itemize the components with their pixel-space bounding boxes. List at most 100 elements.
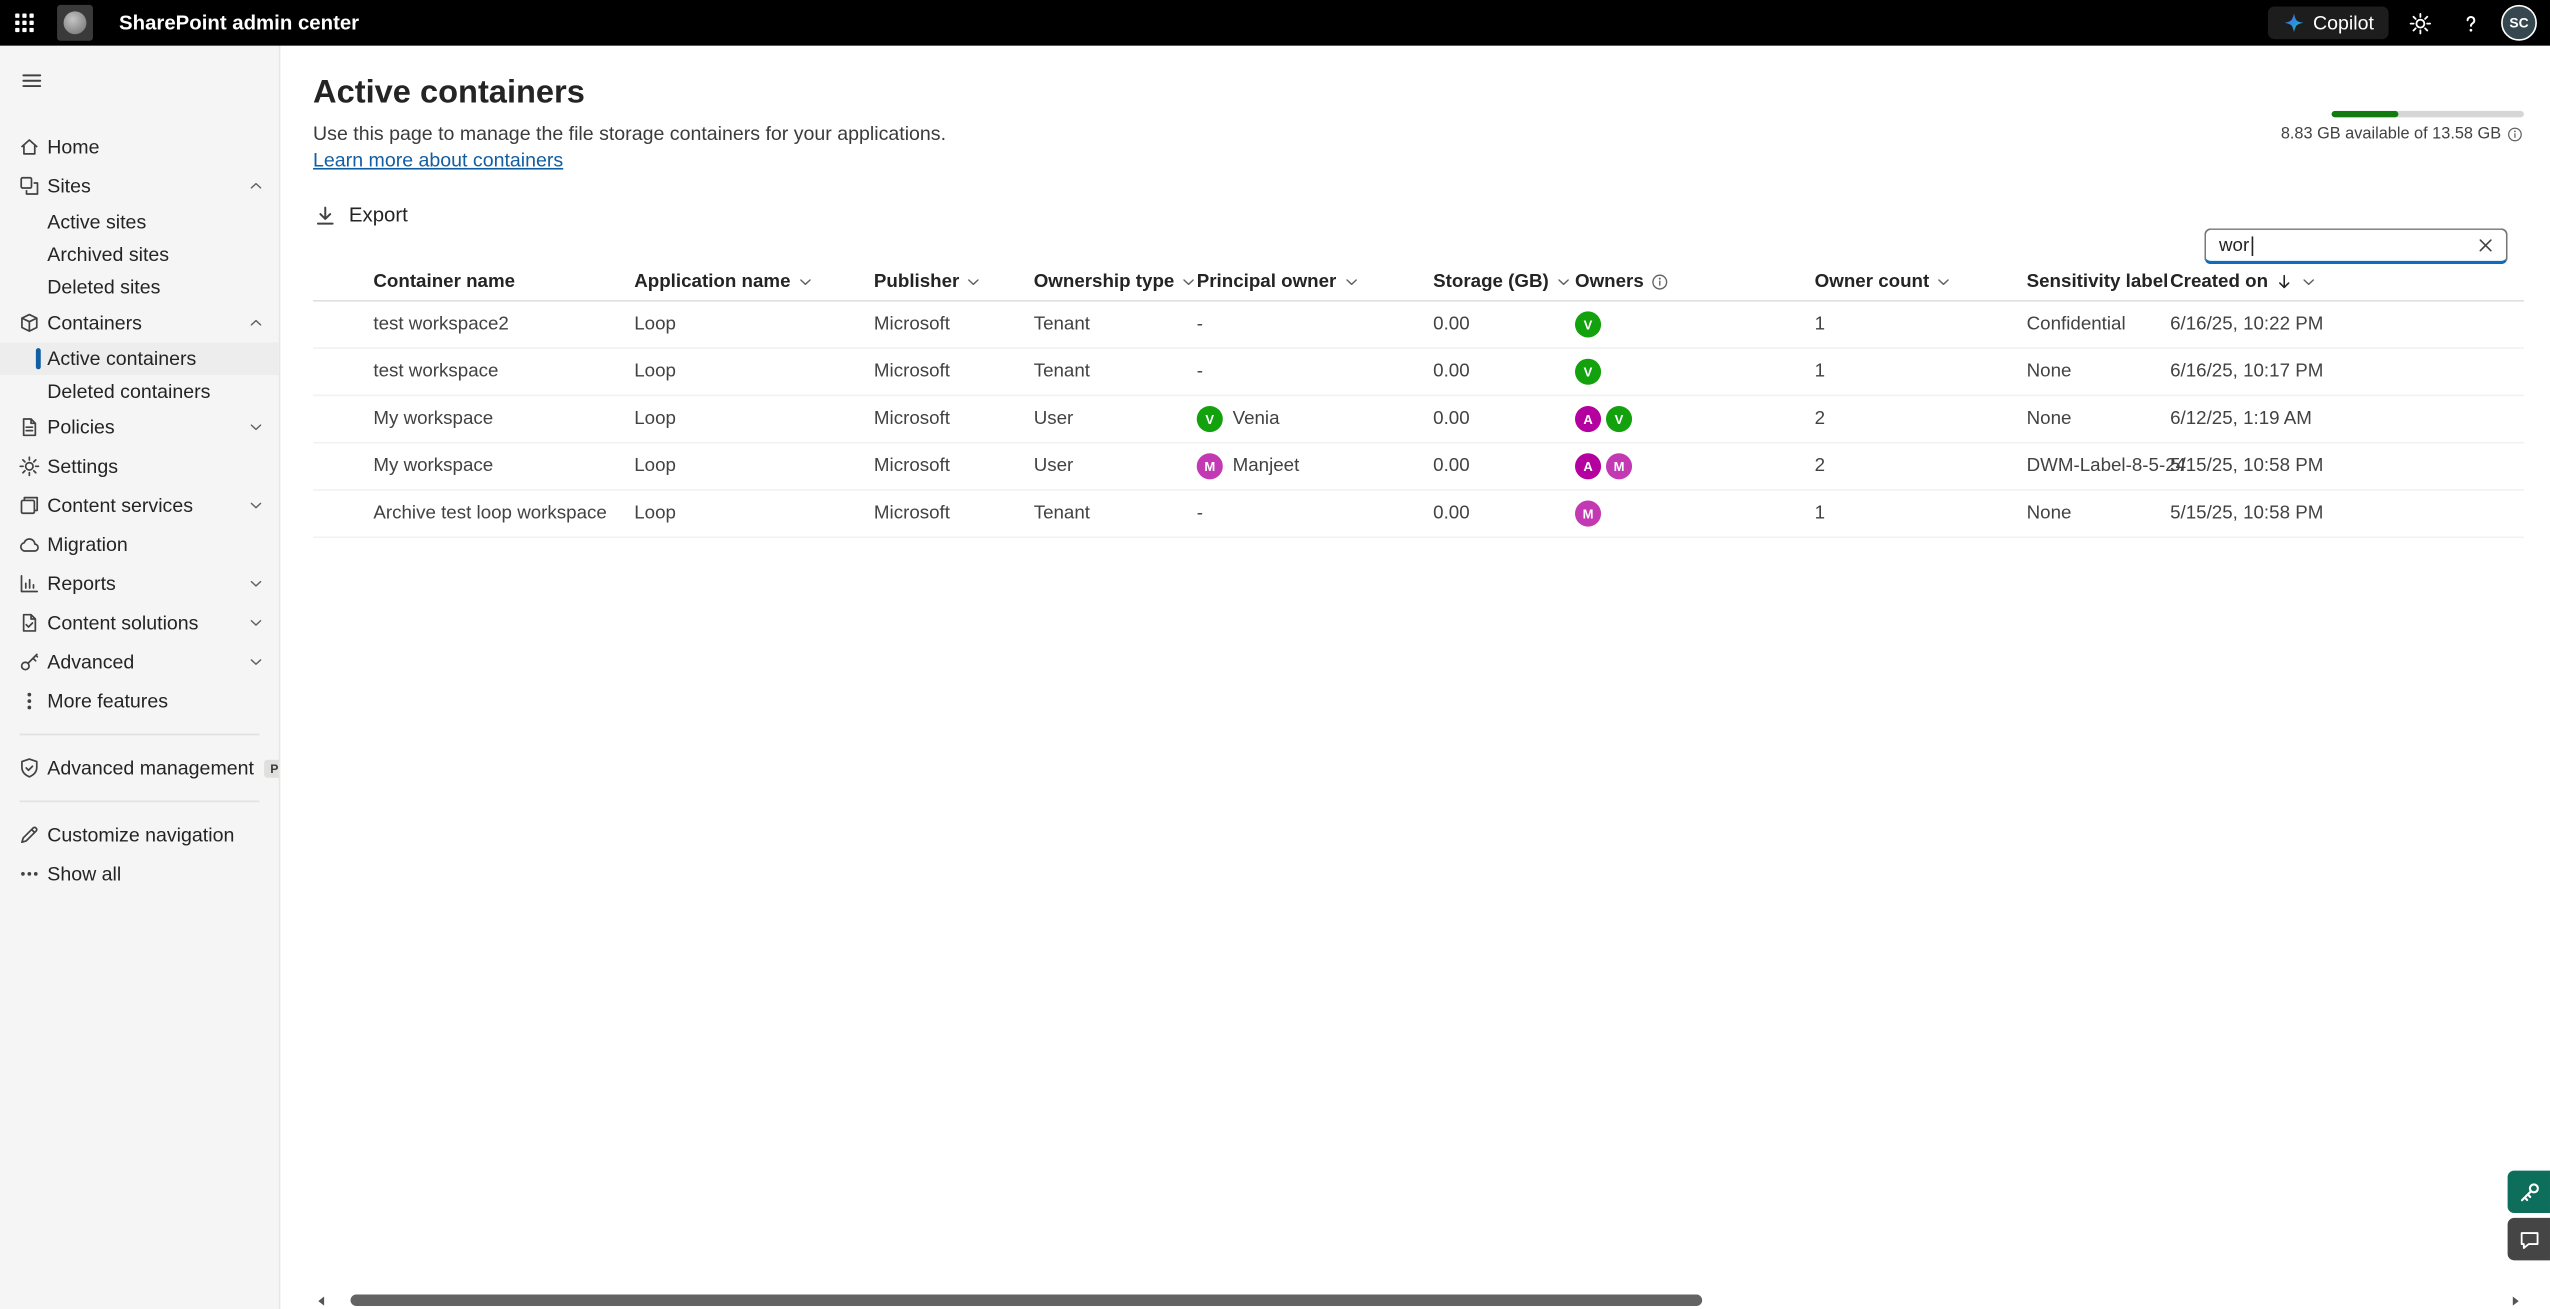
column-label: Principal owner: [1196, 271, 1337, 292]
page-title: Active containers: [313, 74, 585, 111]
key-icon: [2517, 1180, 2541, 1204]
column-header-ownership-type[interactable]: Ownership type: [1034, 271, 1197, 291]
column-header-sensitivity-label[interactable]: Sensitivity label: [2027, 271, 2170, 291]
password-manager-button[interactable]: [2507, 1170, 2550, 1214]
search-box[interactable]: wor: [2204, 228, 2508, 265]
waffle-icon: [13, 11, 36, 34]
column-header-owners[interactable]: Owners: [1575, 271, 1815, 291]
help-button[interactable]: [2451, 3, 2490, 42]
sidebar-item-more-features[interactable]: More features: [0, 682, 279, 721]
storage-info-icon[interactable]: [2506, 126, 2524, 144]
chevron-up-icon: [248, 315, 264, 331]
sidebar-item-customize-navigation[interactable]: Customize navigation: [0, 815, 279, 854]
cell-application-name: Loop: [634, 361, 676, 382]
column-header-owner-count[interactable]: Owner count: [1815, 271, 2027, 291]
avatar-m: M: [1196, 453, 1223, 480]
sidebar-item-home[interactable]: Home: [0, 127, 279, 166]
cell-owner-count: 2: [1814, 409, 1826, 429]
avatar-a: A: [1574, 453, 1602, 480]
column-menu-chevron-icon: [966, 273, 982, 289]
clear-search-icon[interactable]: [2475, 235, 2496, 256]
scroll-right-arrow[interactable]: [2508, 1294, 2524, 1307]
scroll-left-arrow[interactable]: [313, 1294, 329, 1307]
cell-storage-gb: 0.00: [1433, 314, 1470, 335]
table-row[interactable]: Archive test loop workspace Loop Microsoft…: [313, 491, 2524, 539]
cell-sensitivity-label: None: [2026, 361, 2072, 382]
export-button[interactable]: Export: [313, 203, 408, 227]
column-label: Application name: [634, 271, 791, 292]
column-label: Owners: [1574, 271, 1644, 292]
table-row[interactable]: My workspace Loop Microsoft User M Manjeet 0.0…: [313, 443, 2524, 491]
app-title: SharePoint admin center: [119, 11, 360, 35]
download-icon: [313, 203, 337, 227]
storage-usage: 8.83 GB available of 13.58 GB: [2281, 110, 2524, 144]
column-menu-chevron-icon: [1555, 273, 1571, 289]
advanced-management-icon: [18, 757, 41, 780]
sidebar-item-content-solutions[interactable]: Content solutions: [0, 603, 279, 642]
sidebar-item-advanced-management[interactable]: Advanced management PRO: [0, 748, 279, 787]
cell-principal-owner: -: [1196, 314, 1204, 335]
sidebar-item-label: Deleted containers: [47, 379, 211, 403]
cell-ownership-type: Tenant: [1033, 314, 1090, 335]
sidebar-item-active-containers[interactable]: Active containers: [0, 342, 279, 375]
column-header-container-name[interactable]: Container name: [373, 271, 634, 291]
column-header-storage-gb[interactable]: Storage (GB): [1433, 271, 1575, 291]
toolbar: Export: [313, 201, 2550, 230]
org-logo[interactable]: [57, 4, 93, 41]
sidebar-item-label: Home: [47, 135, 100, 159]
customize-navigation-icon: [18, 823, 41, 846]
collapse-nav-button[interactable]: [7, 59, 56, 101]
chevron-down-icon: [248, 654, 264, 670]
column-header-application-name[interactable]: Application name: [634, 271, 874, 291]
copilot-button[interactable]: Copilot: [2267, 6, 2389, 40]
sidebar-item-content-services[interactable]: Content services: [0, 486, 279, 525]
sidebar-item-policies[interactable]: Policies: [0, 408, 279, 447]
sidebar-item-label: Settings: [47, 454, 118, 478]
cell-created-on: 5/15/25, 10:58 PM: [2170, 503, 2324, 524]
sidebar-item-migration[interactable]: Migration: [0, 525, 279, 564]
table-row[interactable]: My workspace Loop Microsoft User V Venia 0.00 A…: [313, 396, 2524, 444]
cell-principal-owner: V Venia: [1196, 405, 1433, 433]
cell-container-name: My workspace: [373, 456, 494, 477]
content-solutions-icon: [18, 611, 41, 634]
account-avatar[interactable]: SC: [2501, 4, 2537, 41]
column-header-principal-owner[interactable]: Principal owner: [1197, 271, 1433, 291]
sidebar-item-advanced[interactable]: Advanced: [0, 642, 279, 681]
sidebar-item-archived-sites[interactable]: Archived sites: [0, 238, 279, 271]
sidebar-item-label: Show all: [47, 862, 122, 886]
settings-button[interactable]: [2400, 3, 2439, 42]
table-row[interactable]: test workspace Loop Microsoft Tenant - 0.00 V 1…: [313, 349, 2524, 397]
scrollbar-thumb[interactable]: [351, 1294, 1702, 1306]
hamburger-icon: [19, 68, 43, 92]
sidebar-item-deleted-sites[interactable]: Deleted sites: [0, 271, 279, 304]
sidebar-item-settings[interactable]: Settings: [0, 447, 279, 486]
sidebar-item-label: Migration: [47, 533, 128, 556]
copilot-label: Copilot: [2312, 11, 2374, 35]
table-row[interactable]: test workspace2 Loop Microsoft Tenant - 0.00 V…: [313, 302, 2524, 349]
column-menu-chevron-icon: [2301, 273, 2317, 289]
chat-button[interactable]: [2507, 1217, 2550, 1261]
app-launcher-button[interactable]: [0, 0, 49, 46]
home-icon: [18, 135, 41, 158]
sidebar-item-show-all[interactable]: Show all: [0, 854, 279, 893]
topbar: SharePoint admin center Copilot SC: [0, 0, 2550, 46]
sidebar-item-containers[interactable]: Containers: [0, 303, 279, 342]
sidebar-item-active-sites[interactable]: Active sites: [0, 205, 279, 238]
column-header-created-on[interactable]: Created on: [2170, 271, 2524, 291]
horizontal-scrollbar[interactable]: [313, 1293, 2524, 1308]
cell-publisher: Microsoft: [873, 314, 950, 335]
sidebar-item-sites[interactable]: Sites: [0, 166, 279, 205]
sidebar-item-label: Content solutions: [47, 611, 199, 635]
column-header-publisher[interactable]: Publisher: [874, 271, 1034, 291]
sidebar-item-reports[interactable]: Reports: [0, 564, 279, 603]
show-all-icon: [18, 862, 41, 885]
cell-owners: M: [1574, 500, 1815, 527]
principal-owner-name: Manjeet: [1232, 456, 1300, 477]
learn-more-link[interactable]: Learn more about containers: [313, 148, 564, 172]
column-label: Sensitivity label: [2026, 271, 2169, 292]
gear-icon: [2407, 11, 2431, 35]
scrollbar-track[interactable]: [329, 1294, 2507, 1306]
settings-icon: [18, 455, 41, 478]
cell-ownership-type: User: [1033, 456, 1074, 477]
sidebar-item-deleted-containers[interactable]: Deleted containers: [0, 375, 279, 408]
